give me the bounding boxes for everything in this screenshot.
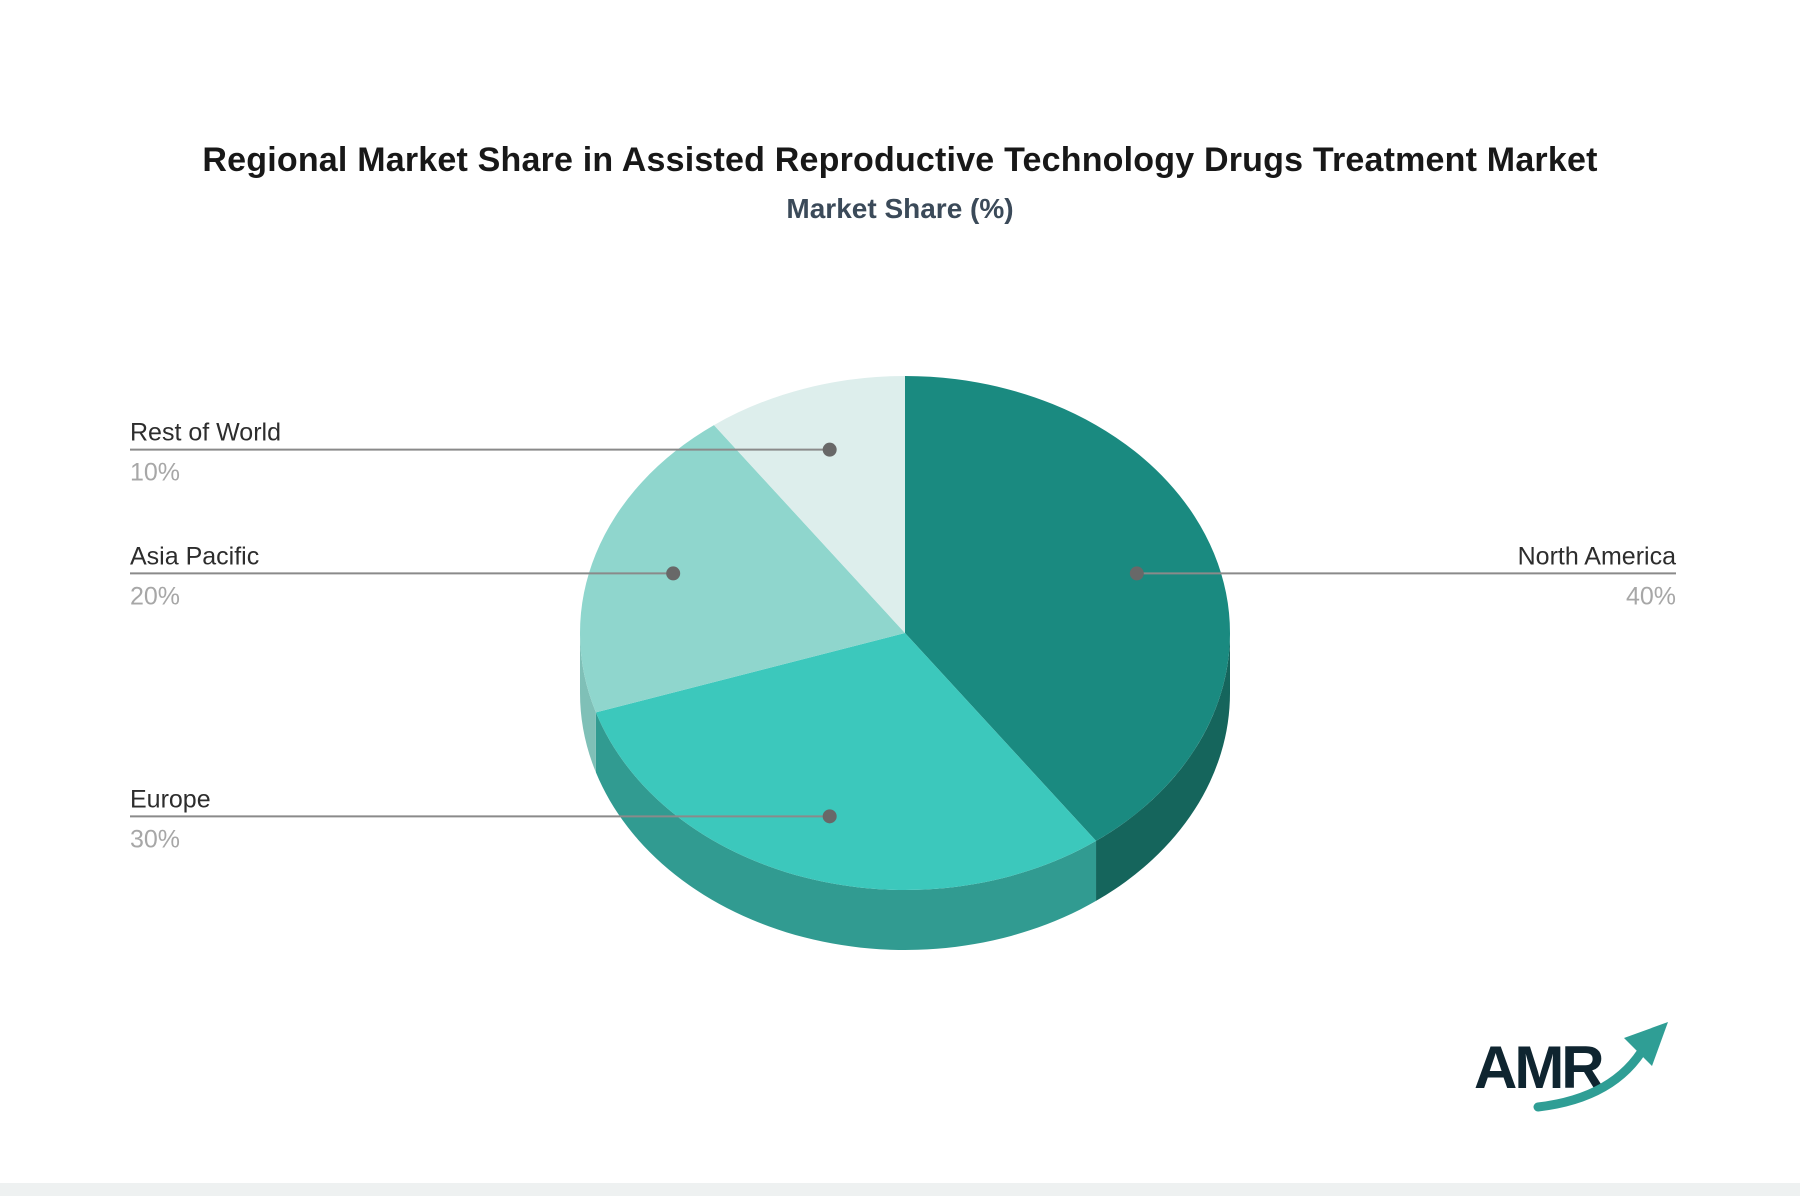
chart-title: Regional Market Share in Assisted Reprod… bbox=[202, 141, 1598, 179]
amr-logo: AMR bbox=[1474, 1022, 1694, 1146]
amr-logo-arrow-icon bbox=[1533, 1022, 1668, 1112]
slice-label-europe: Europe bbox=[130, 785, 211, 813]
pie-slice-rest-of-world[interactable] bbox=[713, 376, 905, 633]
pie-slice-europe[interactable] bbox=[595, 633, 1097, 890]
footer-strip bbox=[0, 1183, 1800, 1196]
leader-dot-north-america bbox=[1129, 566, 1144, 581]
slice-label-north-america: North America bbox=[1518, 542, 1676, 570]
slice-label-asia-pacific: Asia Pacific bbox=[130, 542, 259, 570]
pie-slice-side-asia-pacific bbox=[580, 633, 596, 773]
leader-dot-rest-of-world bbox=[822, 442, 837, 457]
pie-slice-north-america[interactable] bbox=[905, 376, 1230, 841]
chart-subtitle: Market Share (%) bbox=[786, 193, 1014, 224]
slice-value-asia-pacific: 20% bbox=[130, 582, 180, 610]
leader-dot-europe bbox=[822, 809, 837, 824]
pie-slice-side-europe bbox=[595, 712, 1097, 951]
leader-dot-asia-pacific bbox=[666, 566, 681, 581]
pie-slice-side-north-america bbox=[1096, 633, 1230, 901]
amr-logo-text: AMR bbox=[1474, 1034, 1605, 1101]
pie-slice-asia-pacific[interactable] bbox=[579, 425, 905, 713]
slice-value-rest-of-world: 10% bbox=[130, 459, 180, 487]
slice-value-north-america: 40% bbox=[1626, 582, 1676, 610]
slice-label-rest-of-world: Rest of World bbox=[130, 419, 281, 447]
slice-value-europe: 30% bbox=[130, 825, 180, 853]
